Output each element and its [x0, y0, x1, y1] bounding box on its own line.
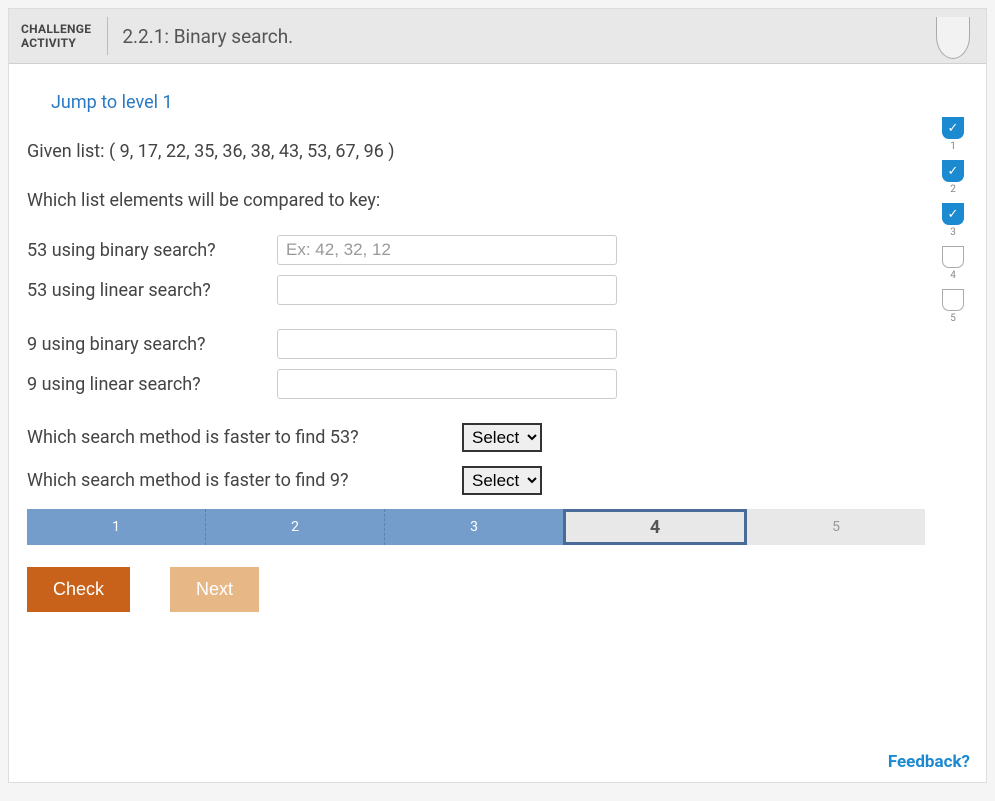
- progress-seg-4[interactable]: 4: [563, 509, 747, 545]
- given-list-text: Given list: ( 9, 17, 22, 35, 36, 38, 43,…: [27, 141, 968, 162]
- next-button[interactable]: Next: [170, 567, 259, 612]
- q5-select[interactable]: Select: [462, 423, 542, 452]
- q1-input[interactable]: [277, 235, 617, 265]
- progress-seg-5[interactable]: 5: [747, 509, 925, 545]
- level-item-5[interactable]: 5: [942, 289, 964, 324]
- progress-seg-3[interactable]: 3: [385, 509, 563, 545]
- level-item-2[interactable]: ✓ 2: [942, 160, 964, 195]
- question-row-2: 53 using linear search?: [27, 275, 968, 305]
- header-bar: CHALLENGE ACTIVITY 2.2.1: Binary search.: [9, 9, 986, 64]
- question-row-6: Which search method is faster to find 9?…: [27, 466, 968, 495]
- level-box-4: [942, 246, 964, 268]
- pocket-icon: [936, 17, 970, 59]
- question-row-3: 9 using binary search?: [27, 329, 968, 359]
- q2-input[interactable]: [277, 275, 617, 305]
- check-icon: ✓: [948, 207, 959, 222]
- question-row-5: Which search method is faster to find 53…: [27, 423, 968, 452]
- level-num-4: 4: [950, 270, 956, 281]
- level-box-2: ✓: [942, 160, 964, 182]
- challenge-label-line1: CHALLENGE: [21, 22, 91, 36]
- challenge-label-line2: ACTIVITY: [21, 36, 91, 50]
- q4-label: 9 using linear search?: [27, 374, 277, 395]
- level-box-3: ✓: [942, 203, 964, 225]
- check-button[interactable]: Check: [27, 567, 130, 612]
- q6-select[interactable]: Select: [462, 466, 542, 495]
- feedback-link[interactable]: Feedback?: [888, 752, 970, 772]
- challenge-activity-label: CHALLENGE ACTIVITY: [21, 22, 91, 51]
- question-row-1: 53 using binary search?: [27, 235, 968, 265]
- level-indicators: ✓ 1 ✓ 2 ✓ 3 4 5: [942, 117, 964, 324]
- q2-label: 53 using linear search?: [27, 280, 277, 301]
- q5-label: Which search method is faster to find 53…: [27, 427, 462, 448]
- buttons-row: Check Next: [27, 567, 968, 612]
- q6-label: Which search method is faster to find 9?: [27, 470, 462, 491]
- level-item-3[interactable]: ✓ 3: [942, 203, 964, 238]
- progress-bar: 1 2 3 4 5: [27, 509, 925, 545]
- q3-label: 9 using binary search?: [27, 334, 277, 355]
- activity-title: 2.2.1: Binary search.: [122, 25, 293, 48]
- level-box-1: ✓: [942, 117, 964, 139]
- activity-container: CHALLENGE ACTIVITY 2.2.1: Binary search.…: [8, 8, 987, 783]
- q3-input[interactable]: [277, 329, 617, 359]
- q1-label: 53 using binary search?: [27, 240, 277, 261]
- level-item-4[interactable]: 4: [942, 246, 964, 281]
- level-item-1[interactable]: ✓ 1: [942, 117, 964, 152]
- check-icon: ✓: [948, 164, 959, 179]
- q4-input[interactable]: [277, 369, 617, 399]
- level-box-5: [942, 289, 964, 311]
- progress-seg-2[interactable]: 2: [206, 509, 385, 545]
- question-row-4: 9 using linear search?: [27, 369, 968, 399]
- level-num-1: 1: [950, 141, 956, 152]
- question-prompt: Which list elements will be compared to …: [27, 190, 968, 211]
- level-num-2: 2: [950, 184, 956, 195]
- jump-to-level-link[interactable]: Jump to level 1: [51, 92, 173, 113]
- content-area: Jump to level 1 Given list: ( 9, 17, 22,…: [9, 64, 986, 622]
- check-icon: ✓: [948, 121, 959, 136]
- title-divider: [107, 17, 108, 55]
- progress-seg-1[interactable]: 1: [27, 509, 206, 545]
- level-num-5: 5: [950, 313, 956, 324]
- level-num-3: 3: [950, 227, 956, 238]
